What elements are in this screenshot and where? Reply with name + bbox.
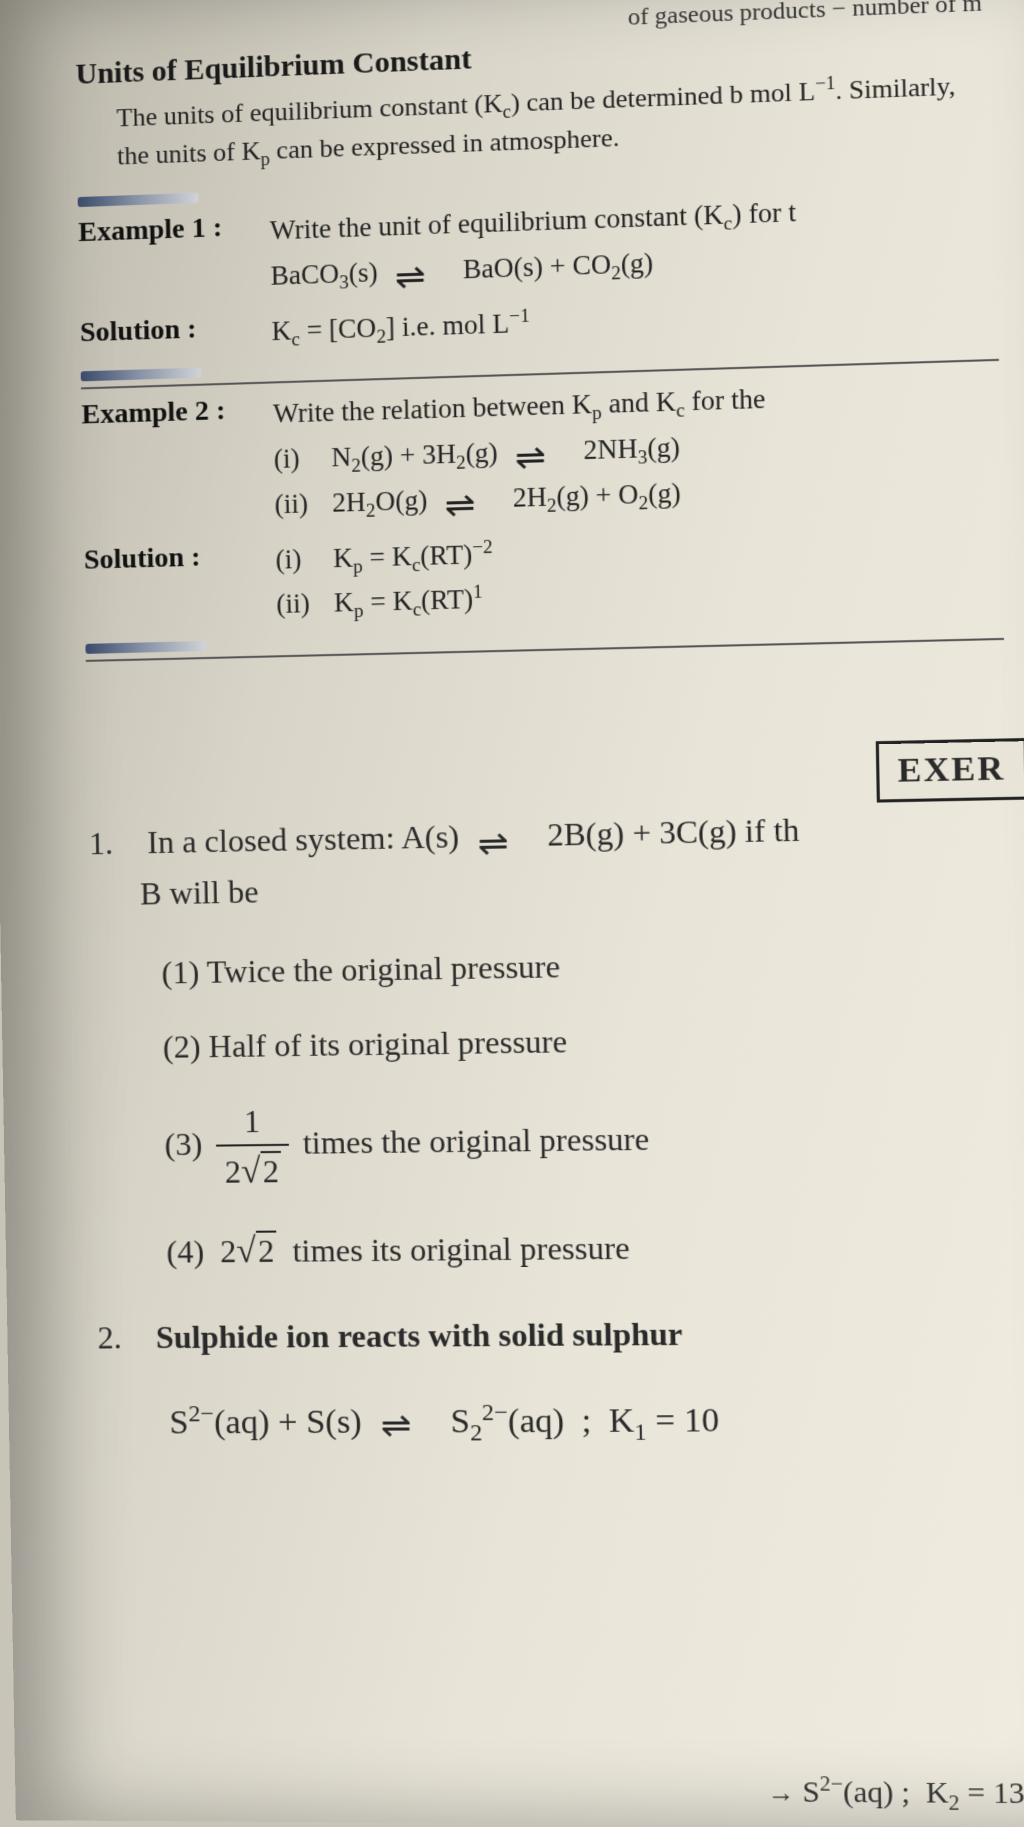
textbook-page: of gaseous products − number of m Units … — [0, 0, 1024, 1827]
q1-number: 1. — [89, 817, 140, 869]
q2-text: Sulphide ion reacts with solid sulphur — [156, 1316, 683, 1356]
equilibrium-arrow-icon — [434, 490, 506, 512]
q1-opt3-suffix: times the original pressure — [302, 1121, 649, 1161]
solution-1-label: Solution : — [80, 311, 272, 349]
solution-2-content: (i) Kp = Kc(RT)−2 (ii) Kp = Kc(RT)1 — [275, 520, 1003, 630]
example-1-prompt: Write the unit of equilibrium constant (… — [270, 197, 797, 246]
example-2-label: Example 2 : — [81, 394, 273, 432]
solution-2-label: Solution : — [84, 539, 276, 576]
q1-option-4: (4) 22 times its original pressure — [166, 1219, 1015, 1276]
solution-1-content: Kc = [CO2] i.e. mol L−1 — [271, 287, 998, 356]
example-1: Example 1 : Write the unit of equilibriu… — [78, 185, 997, 307]
example-2-prompt: Write the relation between Kp and Kc for… — [273, 384, 766, 429]
equilibrium-arrow-icon — [384, 262, 456, 285]
sqrt: 2 — [236, 1226, 277, 1276]
example-1-content: Write the unit of equilibrium constant (… — [269, 185, 997, 301]
q1-option-2: (2) Half of its original pressure — [162, 1013, 1011, 1070]
question-2: 2. Sulphide ion reacts with solid sulphu… — [97, 1307, 1017, 1365]
divider-bar — [81, 368, 202, 382]
example-1-label: Example 1 : — [78, 210, 270, 249]
exercise-heading-box: EXER — [875, 738, 1024, 803]
divider-bar — [85, 641, 206, 654]
q2-equation: S2−(aq) + S(s) S22−(aq) ; K1 = 10 — [169, 1394, 1018, 1452]
fraction: 1 22 — [216, 1099, 290, 1197]
q1-opt4-suffix: times its original pressure — [292, 1230, 630, 1269]
q1-text: In a closed system: A(s) 2B(g) + 3C(g) i… — [90, 811, 800, 912]
example-2-content: Write the relation between Kp and Kc for… — [273, 372, 1002, 530]
question-1: 1. In a closed system: A(s) 2B(g) + 3C(g… — [89, 800, 1009, 921]
equilibrium-arrow-icon — [505, 443, 577, 465]
q1-option-1: (1) Twice the original pressure — [161, 936, 1010, 995]
q1-opt4-prefix: (4) — [166, 1233, 204, 1269]
divider-bar — [78, 193, 199, 207]
bottom-cut-text: → S2−(aq) ; K2 = 13 — [767, 1771, 1024, 1816]
example-2: Example 2 : Write the relation between K… — [81, 372, 1001, 535]
equilibrium-arrow-icon — [370, 1414, 442, 1434]
equilibrium-arrow-icon — [467, 828, 539, 850]
example-2-solution: Solution : (i) Kp = Kc(RT)−2 (ii) Kp = K… — [84, 520, 1004, 634]
q1-option-3: (3) 1 22 times the original pressure — [164, 1090, 1014, 1197]
q2-number: 2. — [97, 1313, 148, 1365]
q1-opt3-prefix: (3) — [164, 1126, 202, 1163]
